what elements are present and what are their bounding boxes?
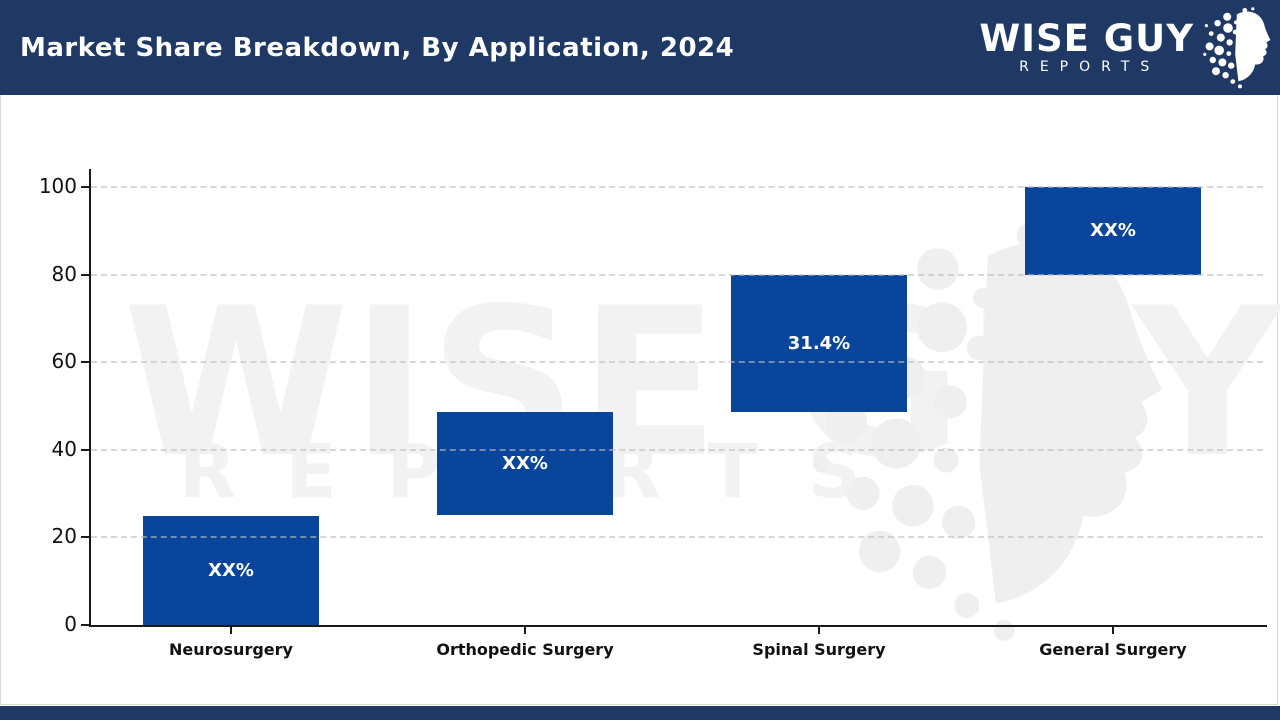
x-tick-mark [818,627,820,634]
bar-value-label: 31.4% [787,332,851,354]
y-tick-label: 0 [64,612,77,636]
logo-wordmark: WISE GUY REPORTS [979,17,1194,75]
y-tick-mark [81,624,89,626]
gridline [91,536,1263,539]
gridline [91,186,1263,188]
y-tick-label: 20 [51,524,77,549]
x-tick-label: Spinal Surgery [752,640,886,659]
y-tick-label: 40 [51,436,77,461]
x-tick-label: Orthopedic Surgery [436,640,614,659]
y-tick-mark [81,361,89,364]
bar-value-label: XX% [1090,220,1136,242]
x-tick-label: Neurosurgery [169,640,293,659]
footer-bar [0,706,1280,720]
y-tick-mark [81,536,89,539]
y-axis-line [89,169,91,627]
waterfall-bar [437,412,613,516]
y-tick-label: 80 [51,261,77,286]
x-tick-mark [1112,627,1114,634]
x-axis-line [89,625,1267,627]
header: Market Share Breakdown, By Application, … [0,0,1280,95]
y-tick-mark [81,186,89,188]
logo-head-icon [1203,7,1271,89]
gridline [91,273,1263,276]
logo-wordmark-line1: WISE GUY [979,17,1194,60]
bar-value-label: XX% [208,559,254,581]
chart-title: Market Share Breakdown, By Application, … [20,32,735,63]
waterfall-bar [143,515,319,625]
y-tick-label: 60 [51,349,77,374]
wise-guy-logo: WISE GUY REPORTS [979,4,1272,92]
x-tick-mark [524,627,526,634]
y-tick-label: 100 [38,174,77,198]
gridline [91,448,1263,451]
logo-wordmark-line2: REPORTS [1019,58,1161,75]
gridline [91,361,1263,364]
chart-area: WISE GUY REPORTS 020406080100XX%XX%31.4%… [0,95,1280,705]
x-tick-label: General Surgery [1039,640,1187,659]
watermark-wordmark: WISE GUY [123,265,1280,503]
x-tick-mark [230,627,232,634]
y-tick-mark [81,273,89,276]
bar-value-label: XX% [502,453,548,475]
y-tick-mark [81,448,89,451]
